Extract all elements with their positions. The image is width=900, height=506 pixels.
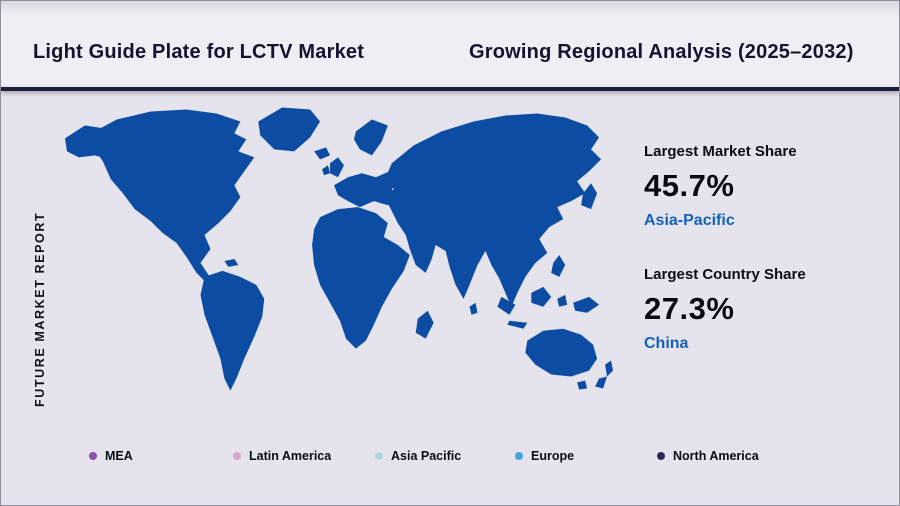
legend-dot (515, 452, 523, 460)
stat-label: Largest Country Share (644, 266, 806, 283)
stat-region: Asia-Pacific (644, 212, 735, 229)
page-title-right: Growing Regional Analysis (2025–2032) (469, 41, 854, 63)
legend-label: Europe (531, 449, 575, 463)
legend-dot (233, 452, 241, 460)
header-divider (1, 87, 899, 91)
stat-value: 45.7% (644, 168, 735, 203)
world-map-landmass (64, 107, 614, 391)
legend-label: Asia Pacific (391, 449, 462, 463)
stat-value: 27.3% (644, 291, 735, 326)
legend-item-latin-america: Latin America (233, 449, 331, 463)
legend-item-north-america: North America (657, 449, 759, 463)
stat-market-share: Largest Market Share 45.7% Asia-Pacific (644, 143, 884, 230)
legend-dot (657, 452, 665, 460)
world-map-svg (64, 107, 614, 391)
stat-label: Largest Market Share (644, 143, 797, 160)
header: Light Guide Plate for LCTV Market Growin… (1, 1, 899, 87)
stat-country-share: Largest Country Share 27.3% China (644, 266, 884, 353)
stats-panel: Largest Market Share 45.7% Asia-Pacific … (644, 143, 884, 353)
legend-label: MEA (105, 449, 133, 463)
legend-dot (89, 452, 97, 460)
stat-region: China (644, 335, 689, 352)
world-map (59, 93, 617, 405)
legend-dot (375, 452, 383, 460)
legend-item-mea: MEA (89, 449, 133, 463)
page-title-left: Light Guide Plate for LCTV Market (33, 41, 365, 63)
legend-label: North America (673, 449, 759, 463)
legend-label: Latin America (249, 449, 332, 463)
brand-vertical-text: FUTURE MARKET REPORT (33, 211, 47, 407)
legend-item-europe: Europe (515, 449, 574, 463)
legend: MEA Latin America Asia Pacific Europe No… (1, 449, 899, 467)
legend-item-asia-pacific: Asia Pacific (375, 449, 461, 463)
